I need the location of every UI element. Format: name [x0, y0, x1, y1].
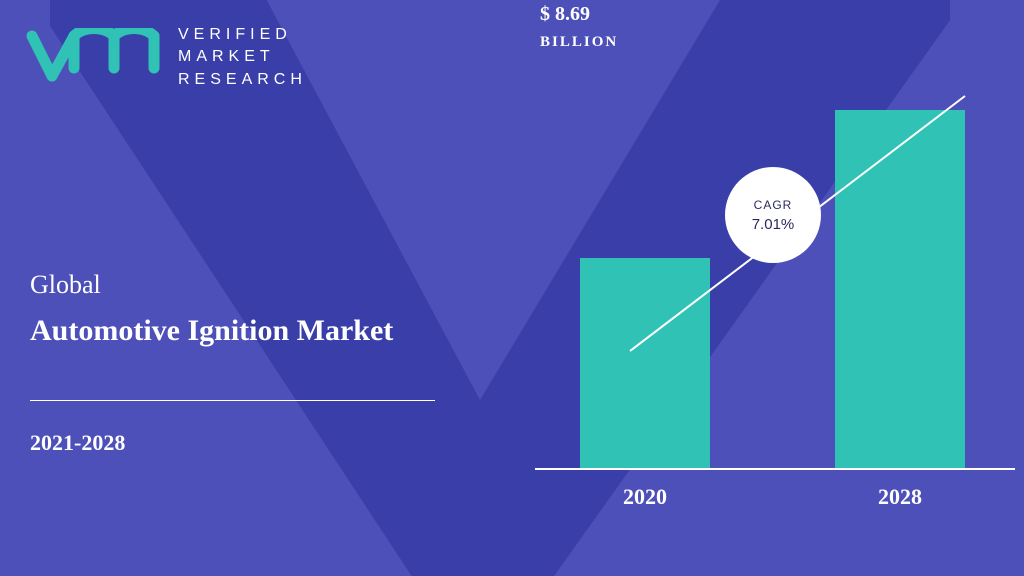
bar-2020-unit: BILLION	[540, 30, 618, 54]
title-scope: Global	[30, 270, 393, 300]
bar-2028: $ 14.94 BILLION 2028	[835, 110, 965, 468]
bar-2020: $ 8.69 BILLION 2020	[580, 258, 710, 468]
bar-2020-fill	[580, 258, 710, 468]
title-main: Automotive Ignition Market	[30, 314, 393, 348]
cagr-badge: CAGR 7.01%	[725, 167, 821, 263]
year-range: 2021-2028	[30, 430, 125, 456]
logo-text: VERIFIED MARKET RESEARCH	[178, 24, 307, 91]
title-block: Global Automotive Ignition Market	[30, 270, 393, 348]
cagr-label: CAGR	[754, 198, 793, 212]
bar-2028-fill	[835, 110, 965, 468]
brand-logo: VERIFIED MARKET RESEARCH	[24, 24, 307, 91]
logo-line-3: RESEARCH	[178, 69, 307, 91]
bar-2028-year: 2028	[835, 484, 965, 510]
cagr-value: 7.01%	[752, 216, 795, 233]
bar-2020-amount: $ 8.69	[540, 0, 618, 30]
bar-chart: $ 8.69 BILLION 2020 $ 14.94 BILLION 2028…	[535, 0, 1015, 576]
bar-2020-year: 2020	[580, 484, 710, 510]
logo-mark-icon	[24, 28, 164, 88]
logo-line-2: MARKET	[178, 46, 307, 68]
logo-line-1: VERIFIED	[178, 24, 307, 46]
divider-line	[30, 400, 435, 401]
